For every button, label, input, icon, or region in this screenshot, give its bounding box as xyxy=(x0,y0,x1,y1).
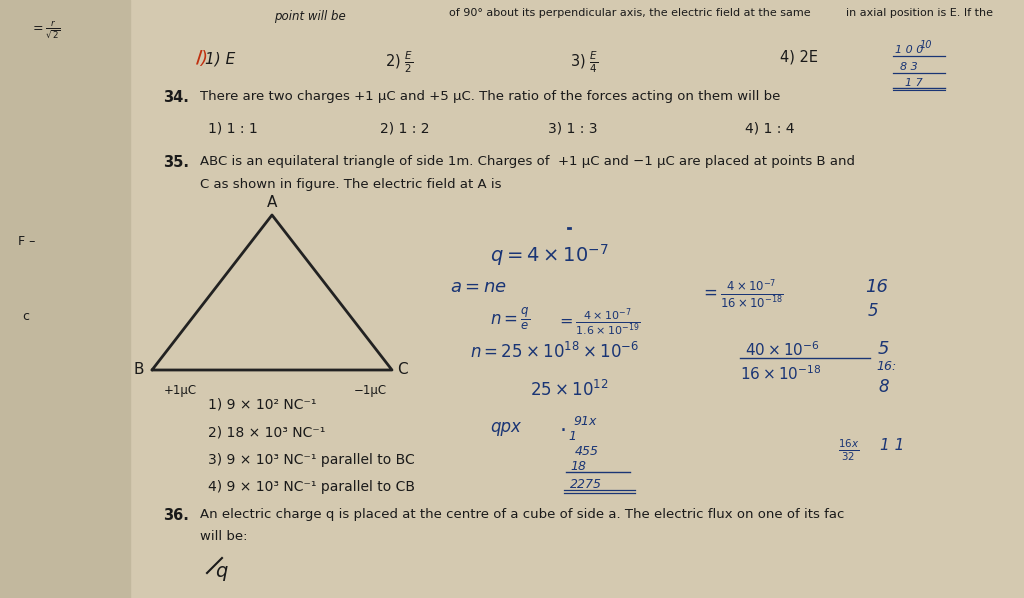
Text: An electric charge q is placed at the centre of a cube of side a. The electric f: An electric charge q is placed at the ce… xyxy=(200,508,845,521)
Text: of 90° about its perpendicular axis, the electric field at the same: of 90° about its perpendicular axis, the… xyxy=(450,8,811,18)
Text: 34.: 34. xyxy=(163,90,188,105)
Text: C: C xyxy=(397,362,408,377)
Text: 1 1: 1 1 xyxy=(880,438,904,453)
Text: 16: 16 xyxy=(865,278,888,296)
Text: .: . xyxy=(560,415,567,435)
Text: 4) 1 : 4: 4) 1 : 4 xyxy=(745,122,795,136)
Text: $16\times10^{-18}$: $16\times10^{-18}$ xyxy=(740,364,821,383)
Text: $q = 4\times10^{-7}$: $q = 4\times10^{-7}$ xyxy=(490,242,608,268)
Text: ): ) xyxy=(200,50,207,68)
Text: $= \frac{4\times10^{-7}}{16\times10^{-18}}$: $= \frac{4\times10^{-7}}{16\times10^{-18… xyxy=(700,278,784,311)
Text: $= \frac{r}{\sqrt{2}}$: $= \frac{r}{\sqrt{2}}$ xyxy=(30,20,60,41)
Text: 8 3: 8 3 xyxy=(900,62,918,72)
Text: 10: 10 xyxy=(920,40,933,50)
Text: 1: 1 xyxy=(568,430,575,443)
Text: 1) 9 × 10² NC⁻¹: 1) 9 × 10² NC⁻¹ xyxy=(208,398,316,412)
Text: $25\times10^{12}$: $25\times10^{12}$ xyxy=(530,380,608,400)
Text: 16:: 16: xyxy=(876,360,896,373)
Text: point will be: point will be xyxy=(274,10,346,23)
Text: 35.: 35. xyxy=(163,155,189,170)
Text: 5: 5 xyxy=(878,340,890,358)
Text: 2) 18 × 10³ NC⁻¹: 2) 18 × 10³ NC⁻¹ xyxy=(208,425,326,439)
Text: C as shown in figure. The electric field at A is: C as shown in figure. The electric field… xyxy=(200,178,502,191)
Text: 3) 9 × 10³ NC⁻¹ parallel to BC: 3) 9 × 10³ NC⁻¹ parallel to BC xyxy=(208,453,415,467)
Bar xyxy=(0,0,130,598)
Text: 8: 8 xyxy=(878,378,889,396)
Text: 18: 18 xyxy=(570,460,586,473)
Text: F –: F – xyxy=(18,235,36,248)
Text: 36.: 36. xyxy=(163,508,188,523)
Text: 3) 1 : 3: 3) 1 : 3 xyxy=(548,122,597,136)
Text: +1μC: +1μC xyxy=(164,384,198,397)
Text: 455: 455 xyxy=(575,445,599,458)
Text: $n = \frac{q}{e}$: $n = \frac{q}{e}$ xyxy=(490,306,530,332)
Text: 5: 5 xyxy=(868,302,879,320)
Text: will be:: will be: xyxy=(200,530,248,543)
Text: B: B xyxy=(133,362,144,377)
Text: −1μC: −1μC xyxy=(354,384,387,397)
Text: 1) E: 1) E xyxy=(205,52,236,67)
Text: ABC is an equilateral triangle of side 1m. Charges of  +1 μC and −1 μC are place: ABC is an equilateral triangle of side 1… xyxy=(200,155,855,168)
Text: c: c xyxy=(22,310,29,323)
Text: in axial position is E. If the: in axial position is E. If the xyxy=(847,8,993,18)
Text: 1) 1 : 1: 1) 1 : 1 xyxy=(208,122,258,136)
Text: 91x: 91x xyxy=(573,415,596,428)
Text: 2) 1 : 2: 2) 1 : 2 xyxy=(380,122,429,136)
Text: A: A xyxy=(267,195,278,210)
Text: 1 0 0: 1 0 0 xyxy=(895,45,924,55)
Text: /: / xyxy=(196,48,203,66)
Text: 2275: 2275 xyxy=(570,478,602,491)
Text: $= \frac{4\times10^{-7}}{1.6\times10^{-19}}$: $= \frac{4\times10^{-7}}{1.6\times10^{-1… xyxy=(556,306,640,338)
Text: $\frac{16x}{32}$: $\frac{16x}{32}$ xyxy=(838,438,859,463)
Text: 2) $\frac{E}{2}$: 2) $\frac{E}{2}$ xyxy=(385,50,413,75)
Text: $40\times10^{-6}$: $40\times10^{-6}$ xyxy=(745,340,820,359)
Text: $a = ne$: $a = ne$ xyxy=(450,278,507,296)
Text: q: q xyxy=(215,562,227,581)
Text: $n = 25\times10^{18}\times10^{-6}$: $n = 25\times10^{18}\times10^{-6}$ xyxy=(470,342,639,362)
Text: qpx: qpx xyxy=(490,418,521,436)
Text: 4) 9 × 10³ NC⁻¹ parallel to CB: 4) 9 × 10³ NC⁻¹ parallel to CB xyxy=(208,480,415,494)
Text: There are two charges +1 μC and +5 μC. The ratio of the forces acting on them wi: There are two charges +1 μC and +5 μC. T… xyxy=(200,90,780,103)
Text: 3) $\frac{E}{4}$: 3) $\frac{E}{4}$ xyxy=(570,50,598,75)
Text: 1 7: 1 7 xyxy=(905,78,923,88)
Text: 4) 2E: 4) 2E xyxy=(780,50,818,65)
